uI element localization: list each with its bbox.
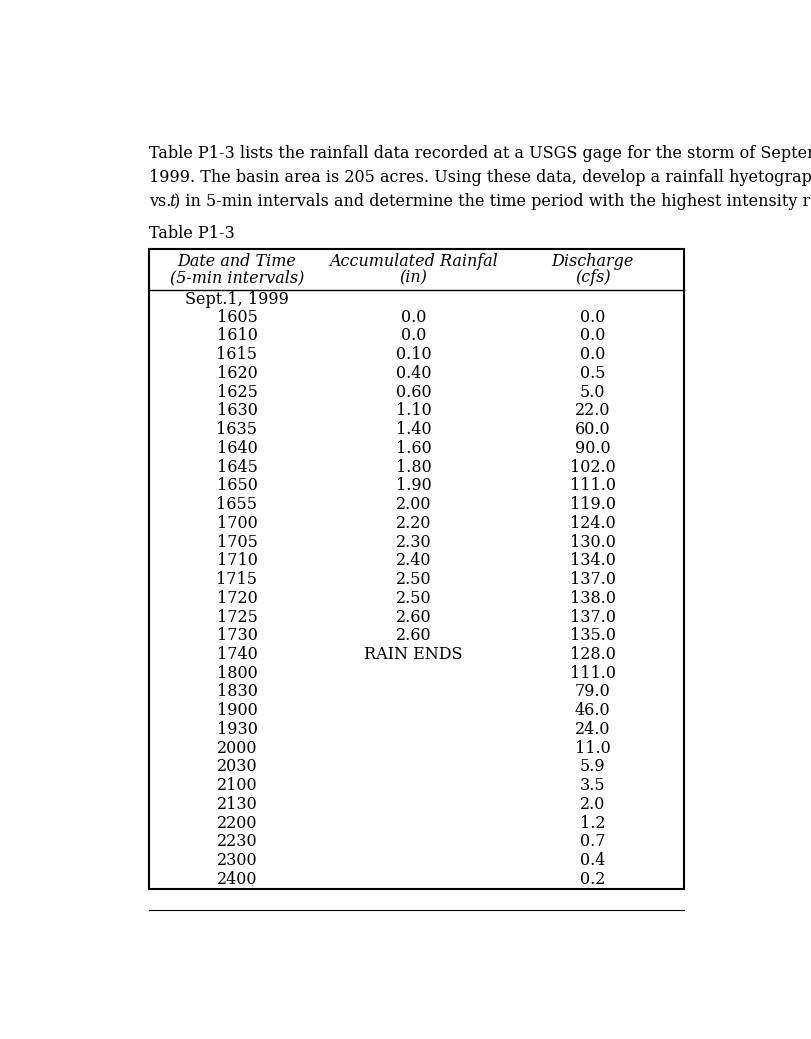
Text: Table P1-3 lists the rainfall data recorded at a USGS gage for the storm of Sept: Table P1-3 lists the rainfall data recor…	[148, 144, 811, 162]
Text: 2.60: 2.60	[395, 609, 431, 625]
Text: 2.20: 2.20	[395, 515, 431, 532]
Text: 102.0: 102.0	[569, 458, 615, 476]
Text: 135.0: 135.0	[569, 628, 615, 644]
Text: 134.0: 134.0	[569, 553, 615, 569]
Text: 0.2: 0.2	[579, 871, 605, 888]
Text: 1.2: 1.2	[579, 815, 605, 831]
Text: (5-min intervals): (5-min intervals)	[169, 269, 304, 286]
Text: 138.0: 138.0	[569, 590, 615, 607]
Text: 1999. The basin area is 205 acres. Using these data, develop a rainfall hyetogra: 1999. The basin area is 205 acres. Using…	[148, 168, 811, 186]
Text: 1720: 1720	[217, 590, 257, 607]
Text: 2300: 2300	[217, 852, 257, 869]
Bar	[148, 248, 683, 888]
Text: 5.9: 5.9	[579, 758, 605, 775]
Text: 1655: 1655	[217, 496, 257, 513]
Text: 0.0: 0.0	[579, 327, 605, 345]
Text: 0.0: 0.0	[401, 309, 426, 326]
Text: 2.40: 2.40	[395, 553, 431, 569]
Text: 1.60: 1.60	[395, 439, 431, 457]
Text: 2100: 2100	[217, 777, 257, 794]
Text: 111.0: 111.0	[569, 477, 615, 495]
Text: 1620: 1620	[217, 365, 257, 382]
Text: 1730: 1730	[217, 628, 257, 644]
Text: 1725: 1725	[217, 609, 257, 625]
Text: 1700: 1700	[217, 515, 257, 532]
Text: 22.0: 22.0	[574, 402, 610, 420]
Text: vs.: vs.	[148, 192, 176, 210]
Text: 2.30: 2.30	[395, 534, 431, 551]
Text: 5.0: 5.0	[579, 383, 605, 401]
Text: 2400: 2400	[217, 871, 257, 888]
Text: 1900: 1900	[217, 702, 257, 719]
Text: 1625: 1625	[217, 383, 257, 401]
Text: 1.10: 1.10	[395, 402, 431, 420]
Text: 0.4: 0.4	[579, 852, 605, 869]
Text: 1830: 1830	[217, 684, 257, 700]
Text: t: t	[169, 192, 176, 210]
Text: 2230: 2230	[217, 833, 257, 850]
Text: (in): (in)	[399, 269, 427, 286]
Text: 3.5: 3.5	[579, 777, 605, 794]
Text: 124.0: 124.0	[569, 515, 615, 532]
Text: 111.0: 111.0	[569, 665, 615, 682]
Text: 1635: 1635	[217, 421, 257, 438]
Text: 1615: 1615	[217, 346, 257, 364]
Text: 60.0: 60.0	[574, 421, 610, 438]
Text: 137.0: 137.0	[569, 571, 615, 588]
Text: 1645: 1645	[217, 458, 257, 476]
Text: 2.0: 2.0	[579, 796, 605, 812]
Text: Date and Time: Date and Time	[178, 252, 296, 270]
Text: 128.0: 128.0	[569, 646, 615, 663]
Text: Table P1-3: Table P1-3	[148, 224, 234, 242]
Text: 1.80: 1.80	[395, 458, 431, 476]
Text: 46.0: 46.0	[574, 702, 610, 719]
Text: 2130: 2130	[217, 796, 257, 812]
Text: 2.00: 2.00	[395, 496, 431, 513]
Text: 1715: 1715	[217, 571, 257, 588]
Text: Sept.1, 1999: Sept.1, 1999	[185, 291, 289, 308]
Text: 1640: 1640	[217, 439, 257, 457]
Text: Discharge: Discharge	[551, 252, 633, 270]
Text: 0.0: 0.0	[579, 346, 605, 364]
Text: 2200: 2200	[217, 815, 257, 831]
Text: 1605: 1605	[217, 309, 257, 326]
Text: 1.40: 1.40	[395, 421, 431, 438]
Text: 0.5: 0.5	[579, 365, 605, 382]
Text: 1930: 1930	[217, 721, 257, 738]
Text: 0.40: 0.40	[395, 365, 431, 382]
Text: (cfs): (cfs)	[574, 269, 610, 286]
Text: 1800: 1800	[217, 665, 257, 682]
Text: 2.50: 2.50	[395, 590, 431, 607]
Text: 90.0: 90.0	[574, 439, 610, 457]
Text: 1630: 1630	[217, 402, 257, 420]
Text: 1710: 1710	[217, 553, 257, 569]
Text: 0.60: 0.60	[395, 383, 431, 401]
Text: 0.0: 0.0	[401, 327, 426, 345]
Text: 79.0: 79.0	[574, 684, 610, 700]
Text: 2.60: 2.60	[395, 628, 431, 644]
Text: 137.0: 137.0	[569, 609, 615, 625]
Text: 2030: 2030	[217, 758, 257, 775]
Text: 0.0: 0.0	[579, 309, 605, 326]
Text: 0.10: 0.10	[395, 346, 431, 364]
Text: 11.0: 11.0	[574, 740, 610, 756]
Text: 1.90: 1.90	[395, 477, 431, 495]
Text: 1610: 1610	[217, 327, 257, 345]
Text: 1705: 1705	[217, 534, 257, 551]
Text: 2000: 2000	[217, 740, 257, 756]
Text: 1740: 1740	[217, 646, 257, 663]
Text: ) in 5-min intervals and determine the time period with the highest intensity ra: ) in 5-min intervals and determine the t…	[174, 192, 811, 210]
Text: 2.50: 2.50	[395, 571, 431, 588]
Text: 119.0: 119.0	[569, 496, 615, 513]
Text: 130.0: 130.0	[569, 534, 615, 551]
Text: Accumulated Rainfal: Accumulated Rainfal	[328, 252, 497, 270]
Text: 1650: 1650	[217, 477, 257, 495]
Text: RAIN ENDS: RAIN ENDS	[364, 646, 462, 663]
Text: 0.7: 0.7	[579, 833, 605, 850]
Text: 24.0: 24.0	[574, 721, 610, 738]
